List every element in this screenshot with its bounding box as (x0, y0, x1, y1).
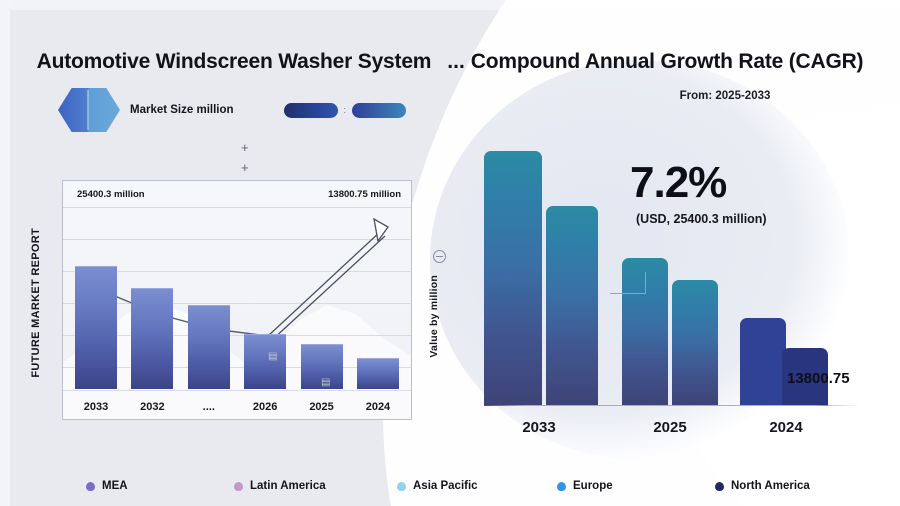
legend-label: North America (731, 480, 810, 492)
plus-mark-icon-2: + (241, 160, 249, 175)
bar-2025 (300, 344, 343, 389)
bar-2033-low (546, 206, 598, 406)
chart-legend: MEA Latin America Asia Pacific Europe No… (0, 480, 900, 492)
left-chart-bars (73, 221, 401, 389)
x-label: 2024 (769, 419, 803, 436)
bracket-decoration (610, 272, 646, 294)
x-label: 2025 (653, 419, 687, 436)
bar-2025-low (672, 280, 718, 406)
bar-mid (187, 305, 230, 389)
legend-label: MEA (102, 480, 128, 492)
bar-group-2033 (73, 266, 119, 389)
x-label: 2033 (83, 401, 109, 413)
legend-marker-icon (557, 481, 566, 491)
right-chart-bars (470, 148, 870, 406)
bar-2026 (244, 334, 287, 389)
legend-label: Europe (573, 480, 613, 492)
bar-2024-high (740, 318, 786, 406)
brand-bar: Market Size million : (58, 88, 407, 132)
gridline (63, 239, 411, 240)
left-bar-chart: 25400.3 million 13800.75 million 2033 20… (62, 180, 412, 420)
gridline (63, 271, 411, 272)
bar-group-2026 (242, 334, 288, 389)
left-chart-x-axis: 2033 2032 .... 2026 2025 2024 (73, 401, 401, 413)
ghost-chart-icon: ▤ (321, 377, 331, 388)
hexagon-divider (87, 89, 89, 131)
legend-marker-icon (86, 481, 95, 491)
title-main-text: Automotive Windscreen Washer System (36, 50, 432, 73)
pill-separator: : (343, 105, 347, 115)
cagr-subtext: (USD, 25400.3 million) (636, 212, 767, 226)
left-chart-end-value: 13800.75 million (328, 189, 401, 200)
legend-item-north-america[interactable]: North America (715, 480, 810, 492)
page-title: Automotive Windscreen Washer System ... … (0, 50, 900, 74)
bar-2024-low (782, 348, 828, 406)
hexagon-shape (58, 88, 120, 132)
circle-minus-icon (433, 250, 446, 263)
frame-top-edge (0, 0, 900, 10)
x-label: 2025 (309, 401, 334, 413)
growth-arrow (267, 217, 389, 341)
gridline (63, 207, 411, 208)
trend-line (102, 290, 269, 337)
legend-marker-icon (234, 481, 243, 491)
gridline (63, 390, 411, 391)
bar-group-2025 (299, 344, 345, 389)
pill-primary (283, 102, 338, 118)
plus-mark-icon-1: + (241, 140, 249, 155)
axis-label-value-by-million: Value by million (428, 275, 440, 358)
cagr-value: 7.2% (630, 158, 727, 207)
legend-item-asia-pacific[interactable]: Asia Pacific (397, 480, 557, 492)
gridline (63, 303, 411, 304)
ghost-table-icon: ▤ (268, 351, 278, 362)
legend-marker-icon (397, 481, 406, 491)
gridline (63, 367, 411, 368)
right-bar-chart: 2033 2025 2024 (470, 140, 870, 440)
bar-group-2024 (355, 358, 401, 389)
title-right-text: Compound Annual Growth Rate (CAGR) (470, 50, 864, 73)
bar-group-mid (186, 305, 232, 389)
axis-label-future-market-report: FUTURE MARKET REPORT (30, 228, 42, 378)
x-label: 2032 (140, 401, 165, 413)
bar-2033 (75, 266, 117, 389)
right-chart-baseline (480, 404, 860, 406)
legend-item-mea[interactable]: MEA (86, 480, 234, 492)
left-chart-start-value: 25400.3 million (77, 189, 145, 200)
pill-group: : (283, 102, 407, 118)
bar-2032 (131, 288, 174, 389)
legend-item-latin-america[interactable]: Latin America (234, 480, 397, 492)
bar-2033-high (484, 151, 542, 406)
hexagon-logo-icon (58, 88, 120, 132)
bar-group-2032 (129, 288, 175, 389)
legend-label: Latin America (250, 480, 326, 492)
legend-label: Asia Pacific (413, 480, 478, 492)
market-size-label: Market Size million (130, 104, 234, 116)
pill-secondary (352, 102, 407, 118)
subtitle-period: From: 2025-2033 (679, 90, 771, 102)
bar-value-label: 13800.75 (787, 370, 850, 387)
legend-item-europe[interactable]: Europe (557, 480, 715, 492)
title-ellipsis: ... (447, 50, 465, 73)
frame-left-edge (0, 0, 10, 506)
x-label: .... (202, 401, 215, 413)
legend-marker-icon (715, 481, 724, 491)
bar-2024 (356, 358, 399, 389)
x-label: 2026 (252, 401, 278, 413)
x-label: 2033 (522, 419, 556, 436)
gridline (63, 335, 411, 336)
x-label: 2024 (365, 401, 391, 413)
